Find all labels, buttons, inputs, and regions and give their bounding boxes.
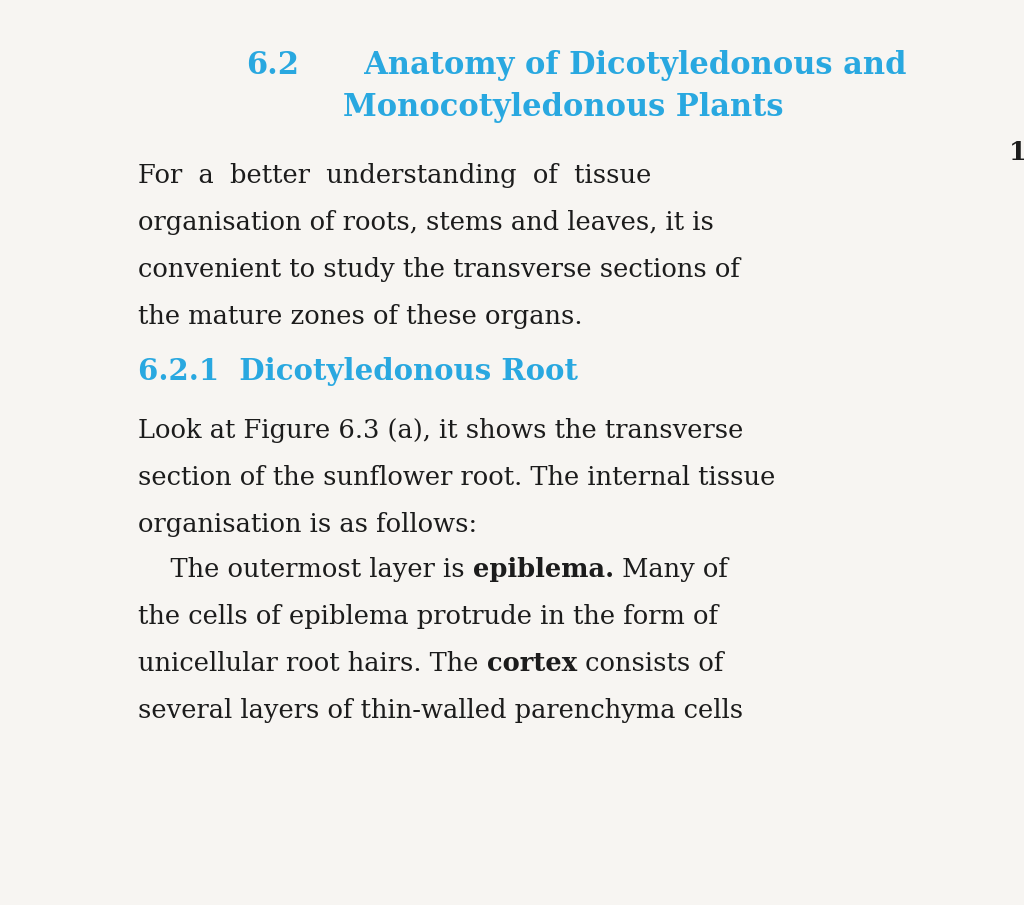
Text: section of the sunflower root. The internal tissue: section of the sunflower root. The inter… — [138, 465, 775, 491]
Text: organisation of roots, stems and leaves, it is: organisation of roots, stems and leaves,… — [138, 210, 714, 235]
Text: unicellular root hairs. The: unicellular root hairs. The — [138, 651, 486, 676]
Text: cortex: cortex — [486, 651, 577, 676]
Text: Many of: Many of — [614, 557, 728, 582]
Text: epiblema.: epiblema. — [473, 557, 614, 582]
Text: Monocotyledonous Plants: Monocotyledonous Plants — [343, 92, 783, 123]
Text: Look at Figure 6.3 (a), it shows the transverse: Look at Figure 6.3 (a), it shows the tra… — [138, 418, 743, 443]
Text: Anatomy of Dicotyledonous and: Anatomy of Dicotyledonous and — [343, 50, 906, 81]
Text: consists of: consists of — [577, 651, 723, 676]
Text: organisation is as follows:: organisation is as follows: — [138, 512, 477, 538]
Text: the mature zones of these organs.: the mature zones of these organs. — [138, 304, 583, 329]
Text: The outermost layer is: The outermost layer is — [138, 557, 473, 582]
Text: convenient to study the transverse sections of: convenient to study the transverse secti… — [138, 257, 740, 282]
Text: the cells of epiblema protrude in the form of: the cells of epiblema protrude in the fo… — [138, 604, 718, 629]
Text: 1: 1 — [1009, 140, 1024, 166]
Text: 6.2: 6.2 — [246, 50, 299, 81]
Text: several layers of thin-walled parenchyma cells: several layers of thin-walled parenchyma… — [138, 698, 743, 723]
Text: For  a  better  understanding  of  tissue: For a better understanding of tissue — [138, 163, 651, 188]
Text: 6.2.1  Dicotyledonous Root: 6.2.1 Dicotyledonous Root — [138, 357, 579, 386]
